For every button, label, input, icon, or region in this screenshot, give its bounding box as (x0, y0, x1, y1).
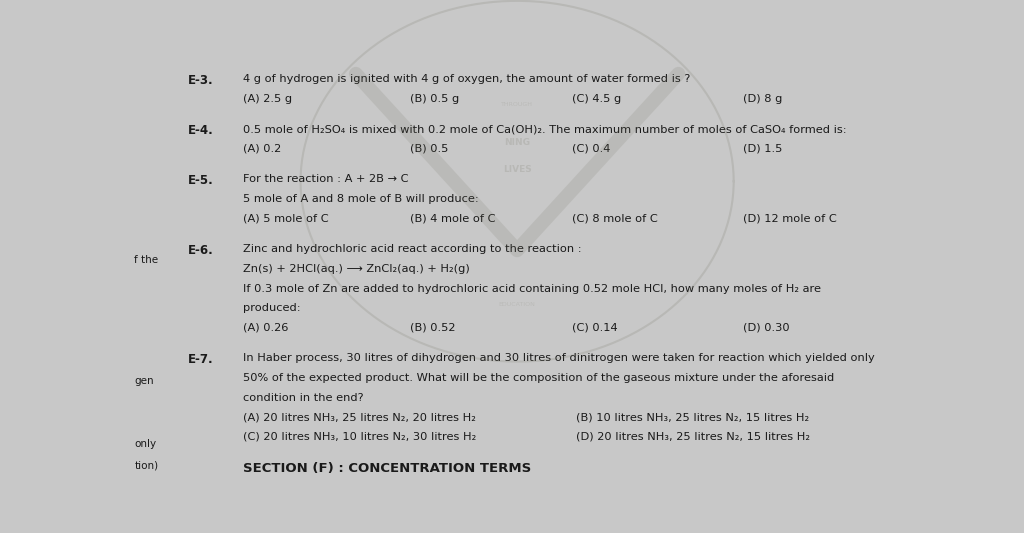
Text: SECTION (F) : CONCENTRATION TERMS: SECTION (F) : CONCENTRATION TERMS (243, 462, 531, 475)
Text: E-6.: E-6. (187, 244, 213, 257)
Text: E-7.: E-7. (187, 353, 213, 366)
Text: (D) 12 mole of C: (D) 12 mole of C (743, 214, 837, 224)
Text: 5 mole of A and 8 mole of B will produce:: 5 mole of A and 8 mole of B will produce… (243, 194, 479, 204)
Text: (D) 1.5: (D) 1.5 (743, 144, 782, 154)
Text: (B) 0.5 g: (B) 0.5 g (410, 94, 459, 104)
Text: condition in the end?: condition in the end? (243, 393, 364, 403)
Text: (B) 0.5: (B) 0.5 (410, 144, 449, 154)
Text: (B) 10 litres NH₃, 25 litres N₂, 15 litres H₂: (B) 10 litres NH₃, 25 litres N₂, 15 litr… (577, 413, 810, 422)
Text: E-5.: E-5. (187, 174, 213, 188)
Text: E-4.: E-4. (187, 124, 213, 138)
Text: tion): tion) (134, 460, 159, 470)
Text: EDUCATION: EDUCATION (499, 302, 536, 306)
Text: In Haber process, 30 litres of dihydrogen and 30 litres of dinitrogen were taken: In Haber process, 30 litres of dihydroge… (243, 353, 874, 364)
Text: (B) 4 mole of C: (B) 4 mole of C (410, 214, 496, 224)
Text: (B) 0.52: (B) 0.52 (410, 323, 456, 333)
Text: NING: NING (504, 139, 530, 147)
Text: (D) 0.30: (D) 0.30 (743, 323, 790, 333)
Text: (A) 2.5 g: (A) 2.5 g (243, 94, 292, 104)
Text: (A) 5 mole of C: (A) 5 mole of C (243, 214, 329, 224)
Text: (A) 0.26: (A) 0.26 (243, 323, 289, 333)
Text: (D) 20 litres NH₃, 25 litres N₂, 15 litres H₂: (D) 20 litres NH₃, 25 litres N₂, 15 litr… (577, 431, 810, 441)
Text: 4 g of hydrogen is ignited with 4 g of oxygen, the amount of water formed is ?: 4 g of hydrogen is ignited with 4 g of o… (243, 74, 690, 84)
Text: (D) 8 g: (D) 8 g (743, 94, 782, 104)
Text: (C) 0.4: (C) 0.4 (572, 144, 610, 154)
Text: (A) 0.2: (A) 0.2 (243, 144, 282, 154)
Text: f the: f the (134, 255, 159, 265)
Text: gen: gen (134, 376, 154, 386)
Text: (C) 20 litres NH₃, 10 litres N₂, 30 litres H₂: (C) 20 litres NH₃, 10 litres N₂, 30 litr… (243, 431, 476, 441)
Text: If 0.3 mole of Zn are added to hydrochloric acid containing 0.52 mole HCl, how m: If 0.3 mole of Zn are added to hydrochlo… (243, 284, 821, 294)
Text: THROUGH: THROUGH (501, 102, 534, 107)
Text: (A) 20 litres NH₃, 25 litres N₂, 20 litres H₂: (A) 20 litres NH₃, 25 litres N₂, 20 litr… (243, 413, 476, 422)
Text: produced:: produced: (243, 303, 301, 313)
Text: only: only (134, 440, 157, 449)
Text: (C) 0.14: (C) 0.14 (572, 323, 618, 333)
Text: For the reaction : A + 2B → C: For the reaction : A + 2B → C (243, 174, 409, 184)
Text: Zn(s) + 2HCl(aq.) ⟶ ZnCl₂(aq.) + H₂(g): Zn(s) + 2HCl(aq.) ⟶ ZnCl₂(aq.) + H₂(g) (243, 264, 470, 274)
Text: 50% of the expected product. What will be the composition of the gaseous mixture: 50% of the expected product. What will b… (243, 373, 835, 383)
Text: Zinc and hydrochloric acid react according to the reaction :: Zinc and hydrochloric acid react accordi… (243, 244, 582, 254)
Text: (C) 4.5 g: (C) 4.5 g (572, 94, 622, 104)
Text: 0.5 mole of H₂SO₄ is mixed with 0.2 mole of Ca(OH)₂. The maximum number of moles: 0.5 mole of H₂SO₄ is mixed with 0.2 mole… (243, 124, 847, 134)
Text: E-3.: E-3. (187, 74, 213, 87)
Text: LIVES: LIVES (503, 165, 531, 174)
Text: (C) 8 mole of C: (C) 8 mole of C (572, 214, 658, 224)
